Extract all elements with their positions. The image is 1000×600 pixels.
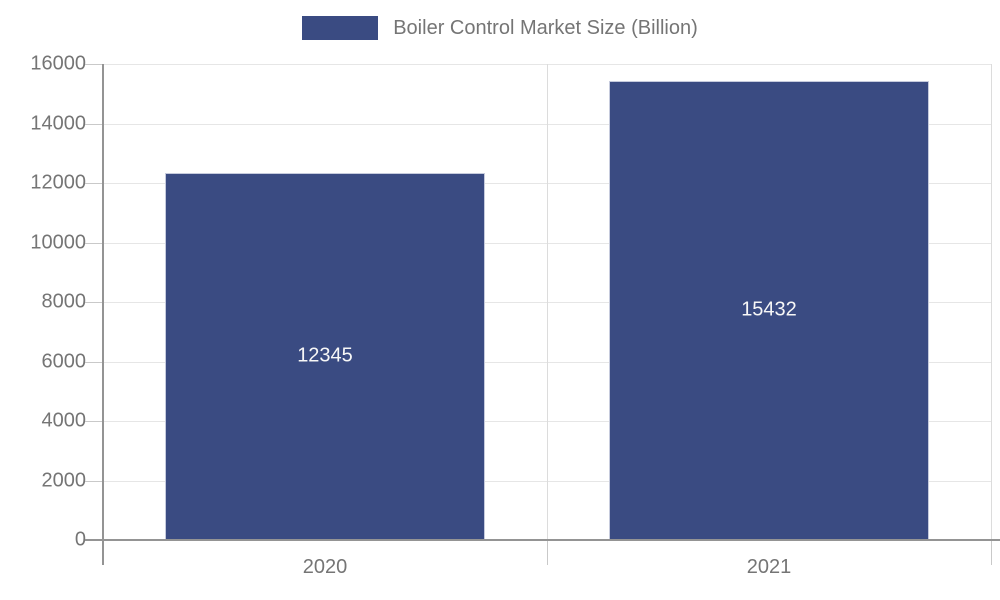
y-tick — [85, 361, 103, 363]
x-category-label: 2020 — [302, 556, 348, 578]
y-tick-label: 14000 — [30, 112, 86, 134]
category-divider — [546, 64, 548, 540]
legend: Boiler Control Market Size (Billion) — [0, 16, 1000, 40]
y-tick-label: 0 — [74, 528, 86, 551]
plot-right-border — [990, 64, 992, 540]
x-axis-labels: 2020 2021 — [103, 556, 991, 586]
y-tick-label: 6000 — [41, 350, 87, 372]
x-tick — [546, 540, 548, 565]
y-axis-line — [102, 64, 104, 565]
y-tick — [85, 242, 103, 244]
y-tick — [85, 183, 103, 184]
y-tick — [85, 123, 103, 125]
y-tick-label: 10000 — [30, 231, 86, 253]
y-tick-label: 16000 — [30, 52, 86, 75]
bar-2021 — [609, 80, 929, 540]
y-tick-label: 8000 — [41, 290, 87, 313]
y-tick — [85, 421, 103, 422]
legend-label: Boiler Control Market Size (Billion) — [393, 16, 698, 39]
y-tick — [85, 302, 103, 303]
y-tick-label: 2000 — [41, 469, 87, 491]
y-tick — [85, 480, 103, 482]
bar-value-label: 12345 — [297, 344, 353, 367]
y-tick — [85, 64, 103, 65]
bar-2020 — [165, 172, 485, 540]
y-tick-label: 4000 — [41, 409, 87, 432]
x-category-label: 2021 — [746, 556, 792, 578]
x-tick — [990, 540, 992, 565]
bar-value-label: 15432 — [741, 298, 797, 321]
plot-area: 12345 15432 — [85, 64, 1000, 565]
y-axis-labels: 0 2000 4000 6000 8000 10000 12000 14000 16000 — [0, 53, 87, 551]
y-tick-label: 12000 — [30, 171, 86, 194]
legend-swatch — [302, 16, 379, 40]
x-axis-line — [85, 539, 1000, 541]
